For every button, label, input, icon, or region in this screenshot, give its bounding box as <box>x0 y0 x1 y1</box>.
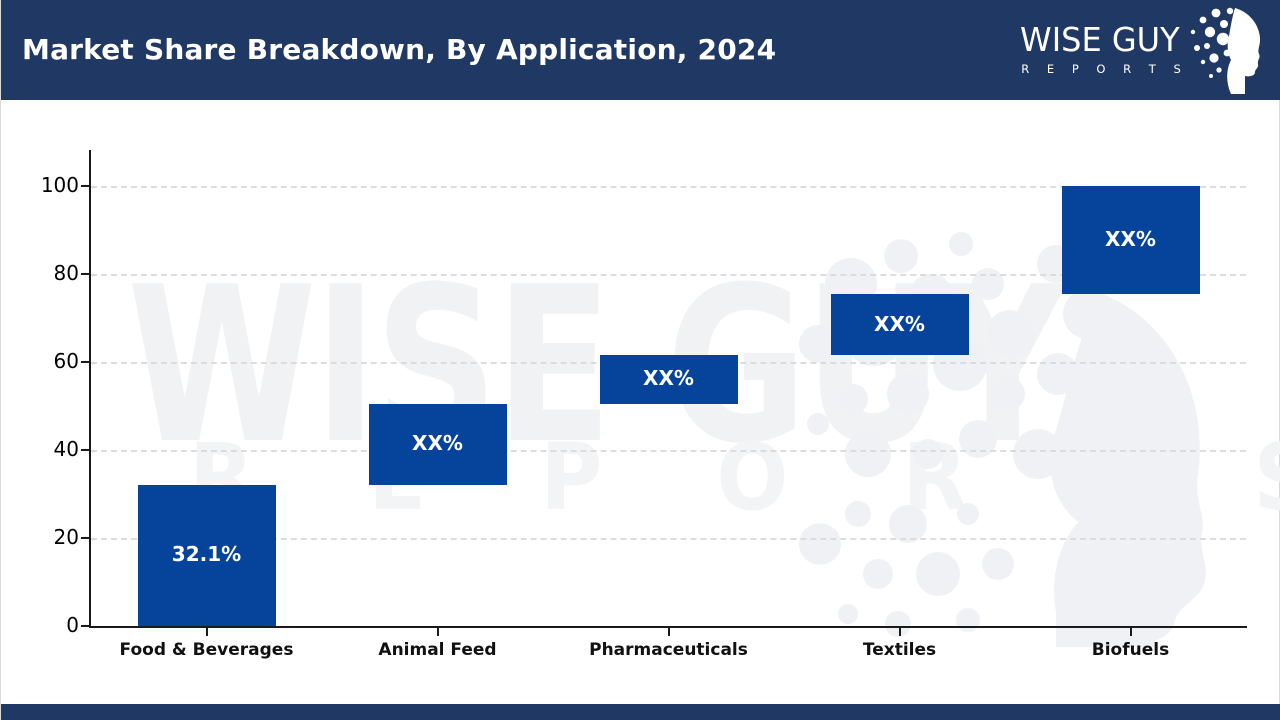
bar-value-label: XX% <box>1105 227 1156 252</box>
y-axis-tick <box>81 625 89 627</box>
y-axis-tick-label: 40 <box>53 437 79 461</box>
chart-title: Market Share Breakdown, By Application, … <box>22 33 777 66</box>
footer-band <box>1 704 1280 720</box>
x-category-label: Biofuels <box>1091 640 1170 660</box>
gridline <box>91 274 1246 276</box>
x-category-label: Animal Feed <box>378 640 497 660</box>
y-axis-tick <box>81 449 89 451</box>
bar-value-label: XX% <box>643 366 694 391</box>
logo-head-dots-icon <box>1190 7 1261 94</box>
waterfall-chart: 0 20 40 60 80 100 32.1% Food & Beverages XX% Anim… <box>1 100 1280 704</box>
x-category-label: Pharmaceuticals <box>589 640 748 660</box>
waterfall-bar <box>137 484 276 626</box>
waterfall-bar <box>599 354 738 404</box>
wise-guy-reports-logo: WISE GUY R E P O R T S <box>1015 6 1267 94</box>
watermark-text-line1: WISE GUY <box>127 240 1065 491</box>
bar-value-label: XX% <box>874 311 925 336</box>
bar-value-label: 32.1% <box>171 542 242 567</box>
waterfall-bar <box>368 403 507 485</box>
y-axis-tick <box>81 361 89 363</box>
y-axis-tick-label: 60 <box>53 349 79 373</box>
x-axis-tick <box>667 628 670 636</box>
bar-value-label: XX% <box>412 431 463 456</box>
x-axis-tick <box>898 628 901 636</box>
logo-wordmark: WISE GUY <box>1020 20 1180 59</box>
y-axis-line <box>89 150 91 628</box>
y-axis-tick-label: 20 <box>53 525 79 549</box>
x-axis-line <box>89 626 1247 628</box>
x-axis-tick <box>205 628 208 636</box>
gridline <box>91 538 1246 540</box>
x-axis-tick <box>1129 628 1132 636</box>
x-category-label: Textiles <box>862 640 937 660</box>
y-axis-tick-label: 0 <box>66 613 79 637</box>
gridline <box>91 186 1246 188</box>
y-axis-tick-label: 100 <box>40 173 79 197</box>
header-band: Market Share Breakdown, By Application, … <box>1 0 1280 100</box>
logo-subtitle: R E P O R T S <box>1021 62 1188 76</box>
x-axis-tick <box>436 628 439 636</box>
x-category-label: Food & Beverages <box>119 640 294 660</box>
waterfall-bar <box>1061 186 1200 295</box>
waterfall-bar <box>830 294 969 355</box>
gridline <box>91 450 1246 452</box>
y-axis-tick <box>81 537 89 539</box>
logo-text: WISE GUY R E P O R T S <box>1015 20 1190 76</box>
y-axis-tick-label: 80 <box>53 261 79 285</box>
y-axis-tick <box>81 273 89 275</box>
y-axis-tick <box>81 185 89 187</box>
